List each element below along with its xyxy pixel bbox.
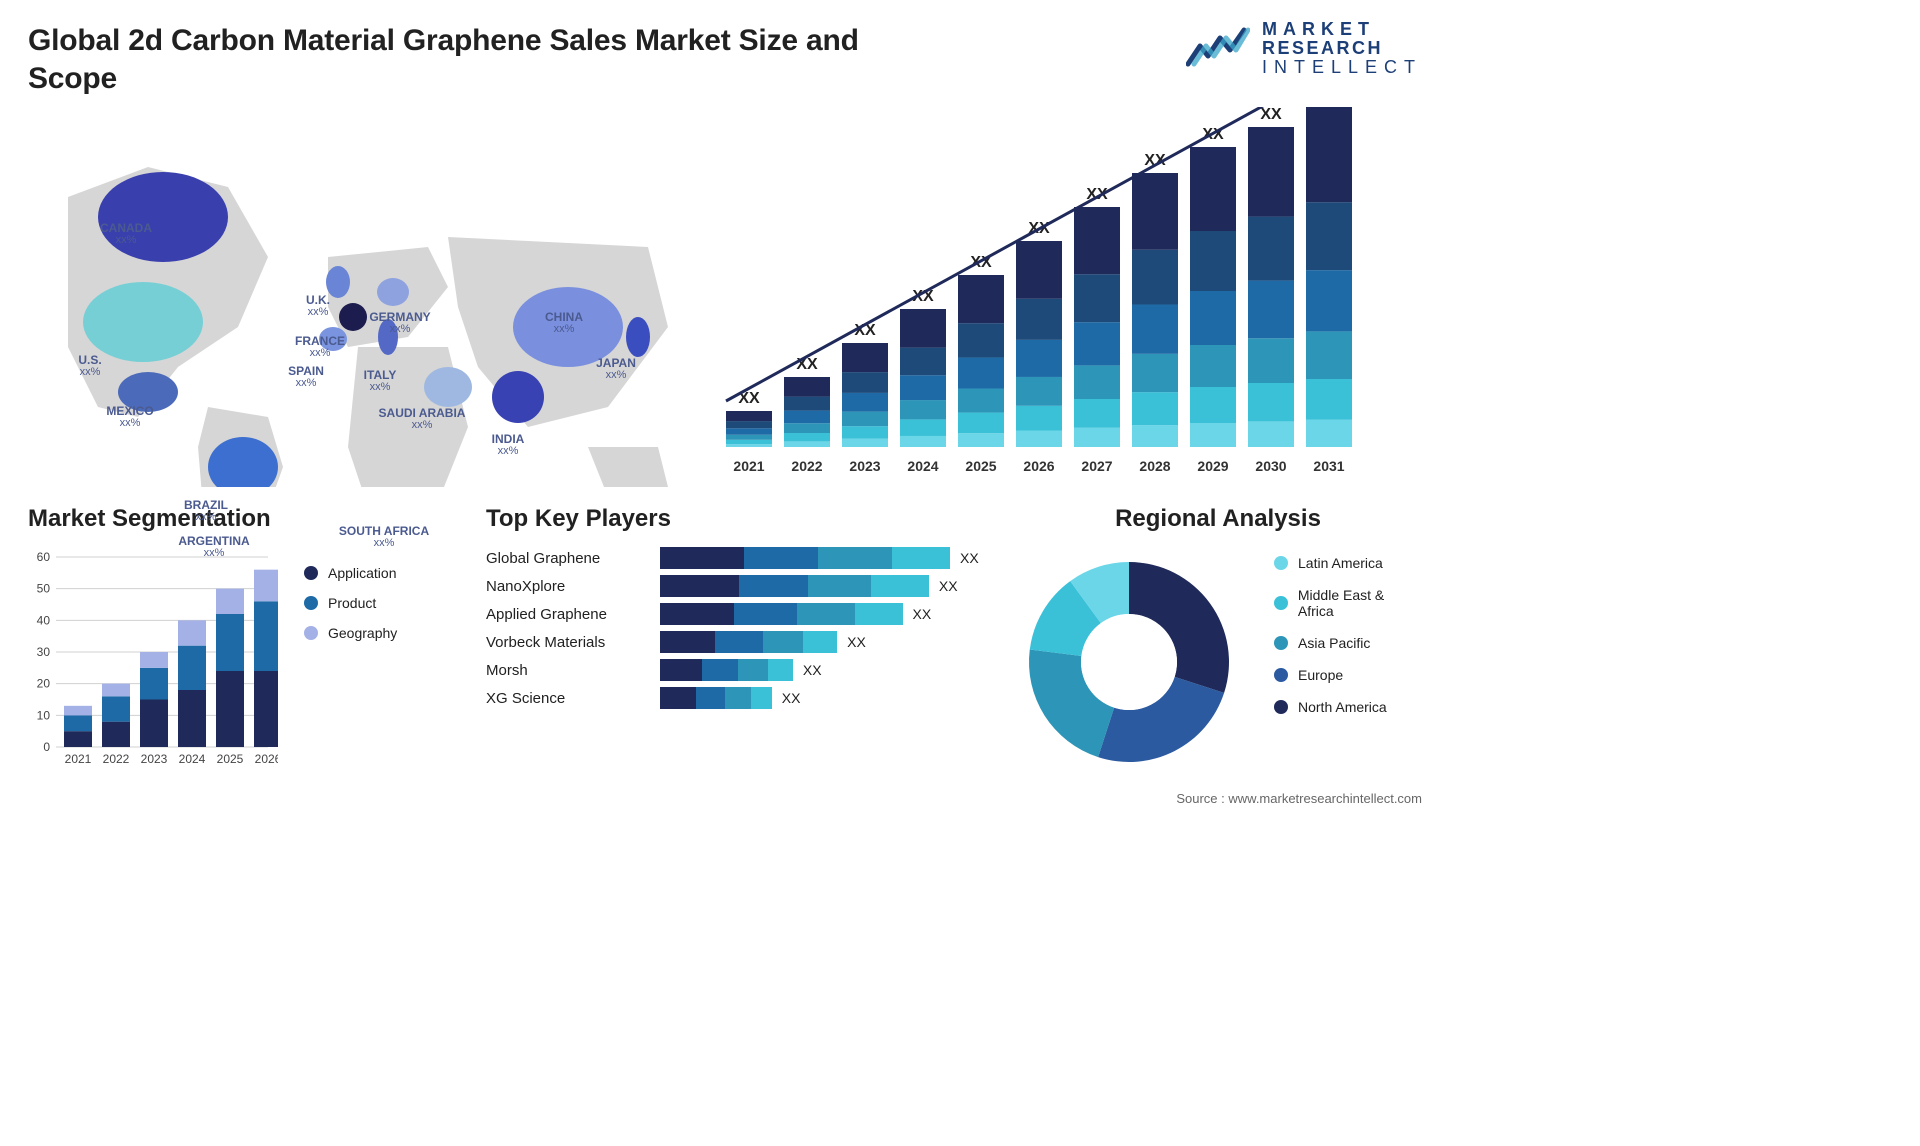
segmentation-chart-svg: 0 10 20 30 40 50 60 2021 2022 2023 2024 2025 2026 (28, 547, 278, 777)
source-text: Source : www.marketresearchintellect.com (1176, 791, 1422, 806)
legend-item: Application (304, 565, 397, 581)
page-title: Global 2d Carbon Material Graphene Sales… (28, 22, 918, 97)
forecast-chart: XX2021XX2022XX2023XX2024XX2025XX2026XX20… (718, 107, 1422, 487)
svg-text:2029: 2029 (1197, 458, 1228, 474)
regional-donut-svg (1014, 547, 1244, 777)
svg-text:50: 50 (37, 582, 51, 596)
svg-text:XX: XX (1260, 107, 1282, 123)
player-value: XX (782, 690, 801, 706)
map-label: GERMANYxx% (369, 311, 430, 335)
player-value: XX (913, 606, 932, 622)
key-players-body: Global GrapheneXXNanoXploreXXApplied Gra… (486, 547, 986, 709)
legend-item: Middle East & Africa (1274, 587, 1422, 619)
player-row: Applied Graphene XX (486, 603, 986, 625)
player-row: Vorbeck Materials XX (486, 631, 986, 653)
player-value: XX (847, 634, 866, 650)
brand-logo: MARKET RESEARCH INTELLECT (1186, 20, 1422, 77)
svg-text:2026: 2026 (255, 752, 278, 766)
svg-text:2021: 2021 (65, 752, 92, 766)
logo-mark-icon (1186, 24, 1250, 72)
player-name: XG Science (486, 690, 646, 707)
map-label: FRANCExx% (295, 335, 345, 359)
segmentation-legend: Application Product Geography (304, 565, 397, 777)
svg-text:2031: 2031 (1313, 458, 1344, 474)
player-row: NanoXplore XX (486, 575, 986, 597)
svg-text:60: 60 (37, 550, 51, 564)
svg-text:2023: 2023 (141, 752, 168, 766)
player-value: XX (960, 550, 979, 566)
player-row: Morsh XX (486, 659, 986, 681)
legend-item: North America (1274, 699, 1422, 715)
forecast-chart-svg: XX2021XX2022XX2023XX2024XX2025XX2026XX20… (718, 107, 1378, 487)
top-row: CANADAxx%U.S.xx%MEXICOxx%BRAZILxx%ARGENT… (28, 107, 1422, 487)
player-value: XX (939, 578, 958, 594)
logo-line3: INTELLECT (1262, 58, 1422, 77)
svg-text:2025: 2025 (217, 752, 244, 766)
key-players-panel: Top Key Players Global GrapheneXXNanoXpl… (486, 505, 986, 777)
map-label: ARGENTINAxx% (178, 535, 249, 559)
map-label: SAUDI ARABIAxx% (379, 407, 466, 431)
player-row: Global Graphene XX (486, 547, 986, 569)
map-label: U.S.xx% (78, 354, 101, 378)
svg-text:2021: 2021 (733, 458, 764, 474)
svg-text:2027: 2027 (1081, 458, 1112, 474)
map-label: ITALYxx% (364, 369, 397, 393)
player-name: Vorbeck Materials (486, 634, 646, 651)
map-label: CHINAxx% (545, 311, 583, 335)
map-label: CANADAxx% (100, 222, 152, 246)
logo-line1: MARKET (1262, 20, 1422, 39)
svg-text:2028: 2028 (1139, 458, 1170, 474)
world-map: CANADAxx%U.S.xx%MEXICOxx%BRAZILxx%ARGENT… (28, 107, 688, 487)
map-label: BRAZILxx% (184, 499, 228, 523)
svg-text:10: 10 (37, 708, 51, 722)
logo-text: MARKET RESEARCH INTELLECT (1262, 20, 1422, 77)
legend-item: Asia Pacific (1274, 635, 1422, 651)
svg-text:2025: 2025 (965, 458, 996, 474)
regional-title: Regional Analysis (1014, 505, 1422, 533)
svg-text:XX: XX (796, 356, 818, 373)
svg-text:20: 20 (37, 677, 51, 691)
legend-item: Latin America (1274, 555, 1422, 571)
svg-text:2030: 2030 (1255, 458, 1286, 474)
legend-item: Europe (1274, 667, 1422, 683)
svg-text:2022: 2022 (791, 458, 822, 474)
player-name: Morsh (486, 662, 646, 679)
svg-text:2022: 2022 (103, 752, 130, 766)
player-value: XX (803, 662, 822, 678)
map-label: JAPANxx% (596, 357, 636, 381)
logo-line2: RESEARCH (1262, 39, 1422, 58)
map-label: INDIAxx% (492, 433, 525, 457)
svg-text:0: 0 (43, 740, 50, 754)
world-map-svg (28, 107, 688, 487)
key-players-title: Top Key Players (486, 505, 986, 533)
player-row: XG Science XX (486, 687, 986, 709)
svg-text:2024: 2024 (179, 752, 206, 766)
regional-donut (1014, 547, 1244, 777)
map-label: SPAINxx% (288, 365, 324, 389)
map-label: U.K.xx% (306, 294, 330, 318)
svg-text:30: 30 (37, 645, 51, 659)
legend-item: Geography (304, 625, 397, 641)
regional-panel: Regional Analysis Latin America Middle Ea… (1014, 505, 1422, 777)
regional-legend: Latin America Middle East & Africa Asia Pa… (1274, 555, 1422, 715)
map-label: SOUTH AFRICAxx% (339, 525, 429, 549)
player-name: Applied Graphene (486, 606, 646, 623)
svg-text:2024: 2024 (907, 458, 938, 474)
legend-item: Product (304, 595, 397, 611)
player-name: NanoXplore (486, 578, 646, 595)
player-name: Global Graphene (486, 550, 646, 567)
header: Global 2d Carbon Material Graphene Sales… (28, 22, 1422, 97)
svg-text:2023: 2023 (849, 458, 880, 474)
map-label: MEXICOxx% (106, 405, 153, 429)
svg-text:2026: 2026 (1023, 458, 1054, 474)
svg-text:40: 40 (37, 613, 51, 627)
